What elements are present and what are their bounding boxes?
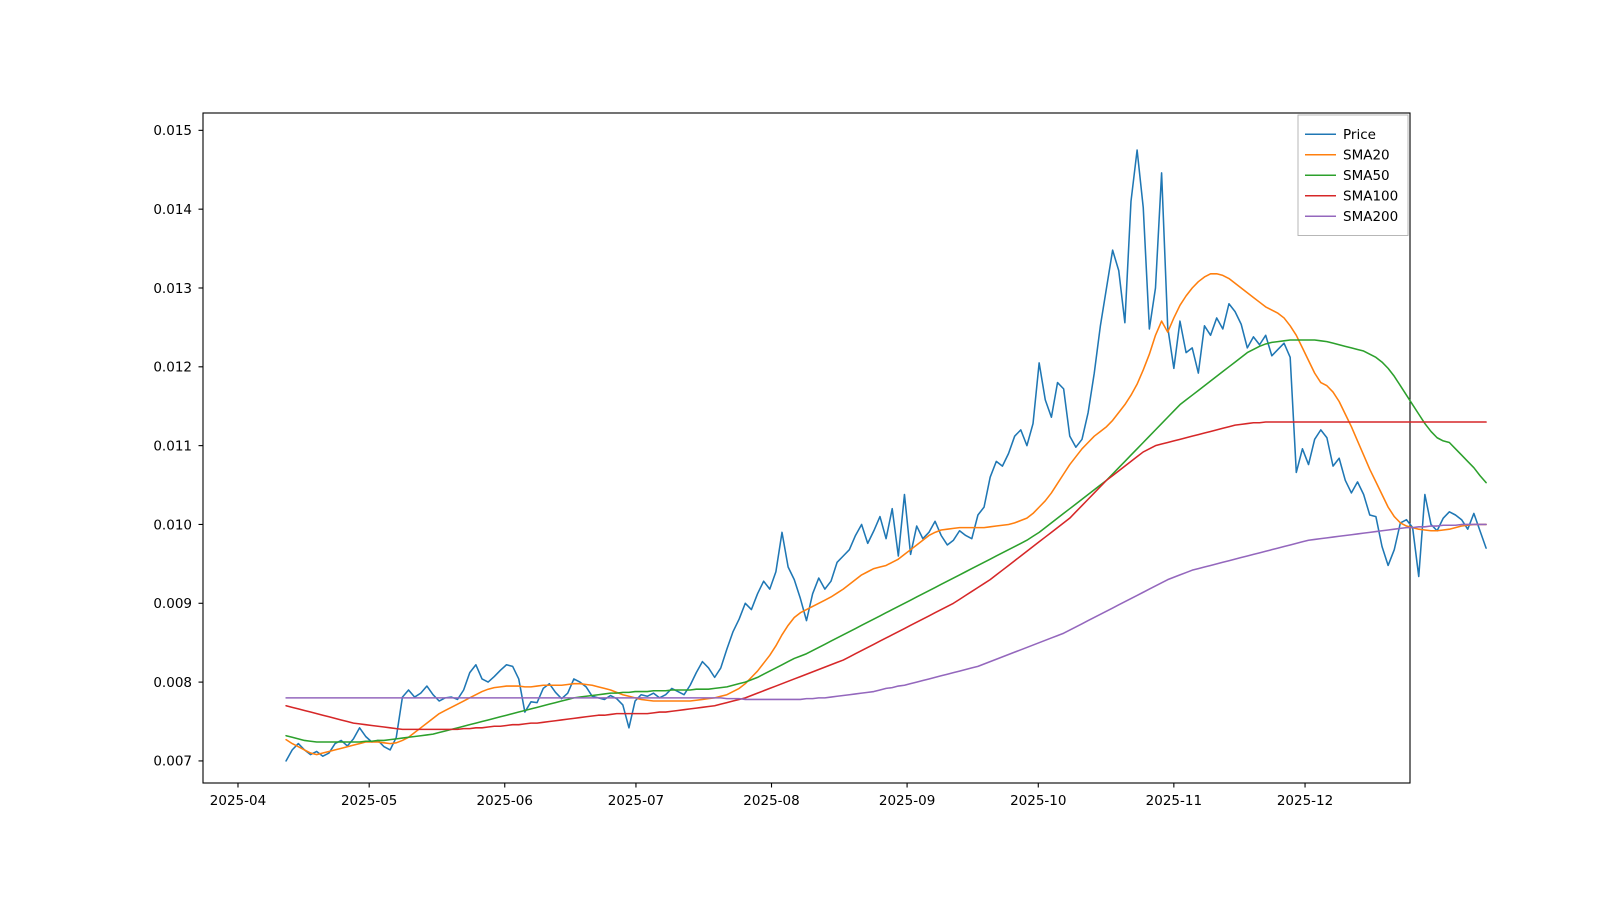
- x-tick-label: 2025-10: [1010, 793, 1066, 809]
- x-tick-label: 2025-06: [477, 793, 533, 809]
- series-lines: [285, 149, 1487, 762]
- y-tick-label: 0.008: [153, 675, 192, 691]
- y-axis-ticks: 0.007 0.008 0.009 0.010 0.011 0.012 0.013 0.014…: [153, 123, 203, 770]
- x-tick-label: 2025-07: [608, 793, 664, 809]
- chart-legend: Price SMA20 SMA50 SMA100 SMA200: [1297, 114, 1409, 236]
- series-line-sma20: [285, 273, 1487, 756]
- legend-label-sma100: SMA100: [1343, 188, 1398, 204]
- y-tick-label: 0.014: [153, 202, 192, 218]
- plot-area-border: [202, 112, 1411, 784]
- series-line-price: [285, 149, 1487, 762]
- x-tick-label: 2025-09: [879, 793, 935, 809]
- x-tick-label: 2025-05: [341, 793, 397, 809]
- y-tick-label: 0.013: [153, 281, 192, 297]
- x-tick-label: 2025-08: [743, 793, 799, 809]
- legend-label-price: Price: [1343, 127, 1376, 143]
- legend-label-sma20: SMA20: [1343, 147, 1390, 163]
- series-line-sma50: [285, 339, 1487, 743]
- series-line-sma100: [285, 421, 1487, 731]
- axes-spines: [202, 112, 1411, 784]
- x-tick-label: 2025-11: [1146, 793, 1202, 809]
- y-tick-label: 0.010: [153, 517, 192, 533]
- y-tick-label: 0.015: [153, 123, 192, 139]
- x-tick-label: 2025-12: [1277, 793, 1333, 809]
- x-tick-label: 2025-04: [210, 793, 266, 809]
- y-tick-label: 0.007: [153, 754, 192, 770]
- y-tick-label: 0.011: [153, 438, 192, 454]
- series-line-sma200: [285, 523, 1487, 701]
- x-axis-ticks: 2025-04 2025-05 2025-06 2025-07 2025-08 2025-…: [210, 783, 1333, 809]
- legend-label-sma50: SMA50: [1343, 168, 1390, 184]
- legend-label-sma200: SMA200: [1343, 209, 1398, 225]
- y-tick-label: 0.012: [153, 360, 192, 376]
- y-tick-label: 0.009: [153, 596, 192, 612]
